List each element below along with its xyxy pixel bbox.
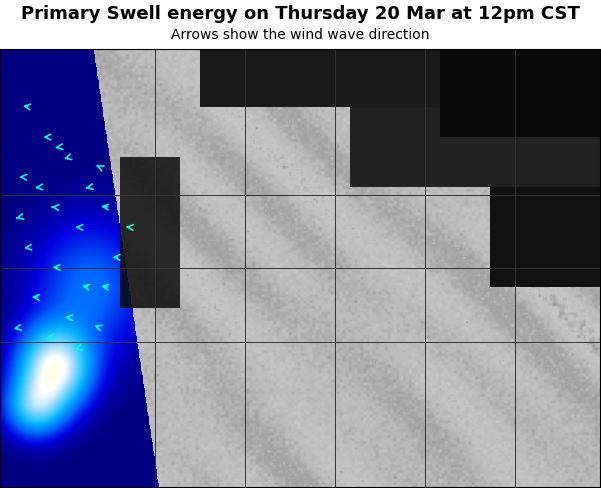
Bar xyxy=(440,49,601,137)
Bar xyxy=(120,157,180,307)
Bar xyxy=(200,49,450,107)
Bar xyxy=(490,49,601,287)
Bar xyxy=(350,49,601,187)
Text: Arrows show the wind wave direction: Arrows show the wind wave direction xyxy=(171,28,430,42)
Text: Primary Swell energy on Thursday 20 Mar at 12pm CST: Primary Swell energy on Thursday 20 Mar … xyxy=(21,5,580,22)
